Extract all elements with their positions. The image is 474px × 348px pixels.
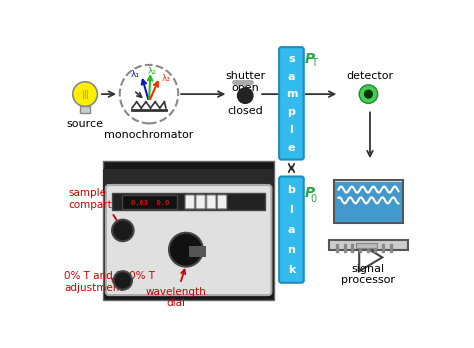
- Circle shape: [237, 88, 253, 103]
- Text: λ₂: λ₂: [147, 66, 156, 76]
- Text: n: n: [288, 245, 295, 255]
- Text: s: s: [288, 54, 295, 64]
- Text: a: a: [288, 225, 295, 235]
- Text: wavelength
dial: wavelength dial: [146, 270, 206, 308]
- Text: l: l: [290, 125, 293, 135]
- Text: shutter
open: shutter open: [225, 71, 265, 93]
- Text: P: P: [304, 186, 315, 200]
- Text: signal
processor: signal processor: [341, 263, 395, 285]
- Circle shape: [114, 271, 132, 290]
- Text: m: m: [286, 89, 297, 100]
- Text: k: k: [288, 265, 295, 275]
- FancyBboxPatch shape: [122, 195, 177, 209]
- Text: λ₁: λ₁: [131, 70, 140, 79]
- FancyBboxPatch shape: [207, 195, 216, 209]
- Text: e: e: [288, 143, 295, 153]
- Circle shape: [120, 65, 178, 124]
- Text: 0.63  0.0: 0.63 0.0: [131, 200, 169, 206]
- Text: sample
compartment: sample compartment: [68, 188, 139, 226]
- FancyBboxPatch shape: [218, 195, 227, 209]
- FancyBboxPatch shape: [189, 246, 206, 256]
- FancyBboxPatch shape: [196, 195, 205, 209]
- Circle shape: [73, 82, 97, 106]
- Text: 0: 0: [310, 194, 317, 204]
- Text: p: p: [288, 107, 295, 117]
- FancyBboxPatch shape: [103, 169, 274, 192]
- FancyBboxPatch shape: [112, 193, 265, 211]
- Text: T: T: [310, 58, 317, 68]
- Text: monochromator: monochromator: [104, 129, 194, 140]
- Text: 0% T and 100% T
adjustment: 0% T and 100% T adjustment: [64, 271, 155, 293]
- Polygon shape: [359, 244, 383, 271]
- Text: source: source: [66, 119, 104, 129]
- Text: b: b: [288, 184, 295, 195]
- FancyBboxPatch shape: [337, 183, 400, 220]
- FancyBboxPatch shape: [81, 106, 90, 113]
- FancyBboxPatch shape: [335, 182, 401, 222]
- FancyBboxPatch shape: [185, 195, 194, 209]
- Text: closed: closed: [228, 106, 263, 117]
- FancyBboxPatch shape: [106, 185, 272, 295]
- FancyBboxPatch shape: [356, 243, 376, 248]
- Circle shape: [169, 233, 203, 267]
- Circle shape: [365, 90, 372, 98]
- Text: l: l: [290, 205, 293, 215]
- Text: detector: detector: [346, 71, 393, 81]
- FancyBboxPatch shape: [279, 176, 304, 283]
- Text: λ₃: λ₃: [162, 74, 171, 83]
- FancyBboxPatch shape: [334, 180, 403, 223]
- Text: a: a: [288, 72, 295, 81]
- Circle shape: [359, 85, 378, 103]
- Text: P: P: [304, 52, 315, 66]
- Circle shape: [112, 220, 134, 241]
- FancyBboxPatch shape: [329, 240, 408, 251]
- FancyBboxPatch shape: [279, 47, 304, 160]
- FancyBboxPatch shape: [103, 161, 274, 300]
